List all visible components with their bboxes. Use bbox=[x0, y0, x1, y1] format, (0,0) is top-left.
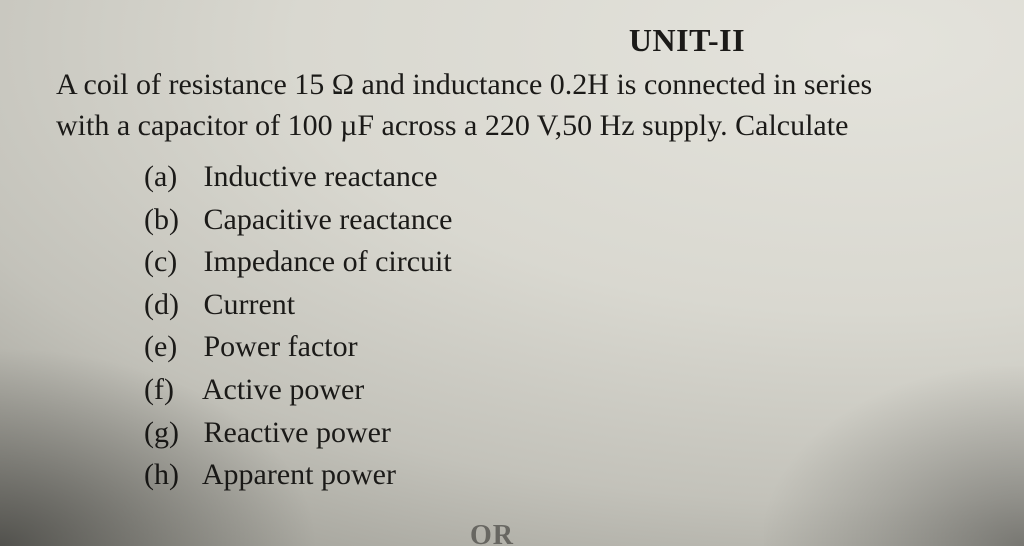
question-text: A coil of resistance 15 Ω and inductance… bbox=[56, 65, 992, 146]
item-marker: (e) bbox=[144, 326, 196, 369]
item-text: Current bbox=[204, 288, 296, 321]
item-marker: (d) bbox=[144, 284, 196, 327]
item-marker: (g) bbox=[144, 412, 196, 455]
item-marker: (f) bbox=[144, 369, 196, 412]
cutoff-text: OR bbox=[470, 520, 514, 546]
item-text: Active power bbox=[202, 373, 364, 406]
item-marker: (c) bbox=[144, 241, 196, 284]
item-text: Power factor bbox=[204, 330, 358, 363]
question-line-2: with a capacitor of 100 µF across a 220 … bbox=[56, 109, 848, 142]
list-item: (b) Capacitive reactance bbox=[144, 199, 998, 242]
exam-page: UNIT-II A coil of resistance 15 Ω and in… bbox=[0, 0, 1024, 546]
list-item: (d) Current bbox=[144, 284, 998, 327]
item-text: Impedance of circuit bbox=[204, 245, 452, 278]
list-item: (h) Apparent power bbox=[144, 454, 998, 497]
list-item: (g) Reactive power bbox=[144, 412, 998, 455]
list-item: (f) Active power bbox=[144, 369, 998, 412]
list-item: (e) Power factor bbox=[144, 326, 998, 369]
question-line-1: A coil of resistance 15 Ω and inductance… bbox=[56, 68, 872, 101]
sub-questions-list: (a) Inductive reactance (b) Capacitive r… bbox=[56, 156, 998, 497]
list-item: (a) Inductive reactance bbox=[144, 156, 998, 199]
item-text: Apparent power bbox=[202, 458, 396, 491]
unit-heading: UNIT-II bbox=[56, 22, 998, 59]
item-text: Reactive power bbox=[204, 416, 391, 449]
item-marker: (a) bbox=[144, 156, 196, 199]
item-marker: (b) bbox=[144, 199, 196, 242]
item-marker: (h) bbox=[144, 454, 196, 497]
item-text: Capacitive reactance bbox=[204, 203, 453, 236]
list-item: (c) Impedance of circuit bbox=[144, 241, 998, 284]
item-text: Inductive reactance bbox=[204, 160, 438, 193]
